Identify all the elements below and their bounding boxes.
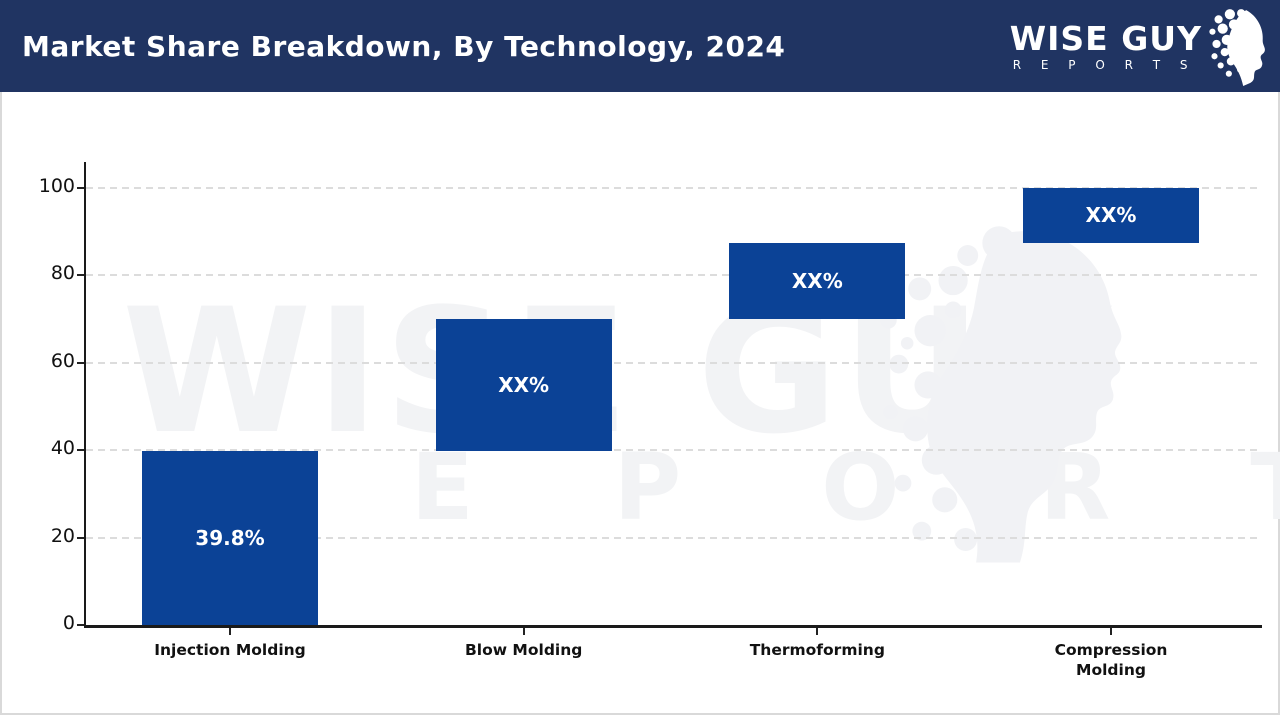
gridline-80 (86, 274, 1262, 276)
y-tick-label-80: 80 (50, 262, 75, 284)
watermark-subtext: R E P O R T S (200, 434, 1280, 541)
logo-wordmark: WISE GUY (1009, 18, 1202, 58)
x-tick-1 (522, 628, 525, 635)
y-tick-label-100: 100 (38, 174, 75, 197)
y-axis-spine (84, 162, 86, 628)
bar-value-label: XX% (791, 268, 843, 293)
y-tick-60 (77, 361, 84, 364)
bar-value-label: 39.8% (195, 525, 265, 550)
category-label-2: Thermoforming (749, 641, 885, 659)
y-tick-label-0: 0 (62, 612, 75, 634)
logo-face-icon (1209, 9, 1265, 86)
gridline-100 (86, 186, 1262, 189)
y-tick-label-40: 40 (50, 437, 75, 459)
bar-compression-molding: XX% (1023, 187, 1199, 244)
y-tick-80 (77, 274, 84, 276)
y-tick-20 (77, 536, 84, 539)
x-axis-spine (84, 625, 1262, 628)
category-label-0: Injection Molding (154, 641, 306, 659)
category-label-3: Compression Molding (1054, 641, 1168, 680)
y-tick-100 (77, 186, 84, 189)
bar-value-label: XX% (1085, 203, 1137, 228)
logo-text: WISE GUY R E P O R T S (1010, 22, 1202, 71)
y-tick-label-60: 60 (50, 349, 75, 372)
gridline-20 (86, 536, 1262, 539)
gridline-60 (86, 361, 1262, 364)
bar-injection-molding: 39.8% (142, 450, 318, 625)
y-tick-label-20: 20 (50, 524, 75, 547)
x-tick-3 (1110, 628, 1112, 635)
bar-thermoforming: XX% (729, 243, 906, 319)
gridline-40 (86, 449, 1262, 451)
y-tick-0 (77, 624, 84, 626)
x-tick-0 (229, 628, 231, 635)
logo-subtext: R E P O R T S (1012, 57, 1196, 72)
header-bar: Market Share Breakdown, By Technology, 2… (0, 0, 1280, 92)
x-tick-2 (816, 628, 819, 635)
page-title: Market Share Breakdown, By Technology, 2… (22, 29, 786, 63)
wiseguy-logo: WISE GUY R E P O R T S (1010, 5, 1266, 87)
category-label-1: Blow Molding (464, 641, 583, 659)
bar-value-label: XX% (498, 372, 550, 397)
y-tick-40 (77, 449, 84, 451)
bar-blow-molding: XX% (435, 318, 612, 451)
